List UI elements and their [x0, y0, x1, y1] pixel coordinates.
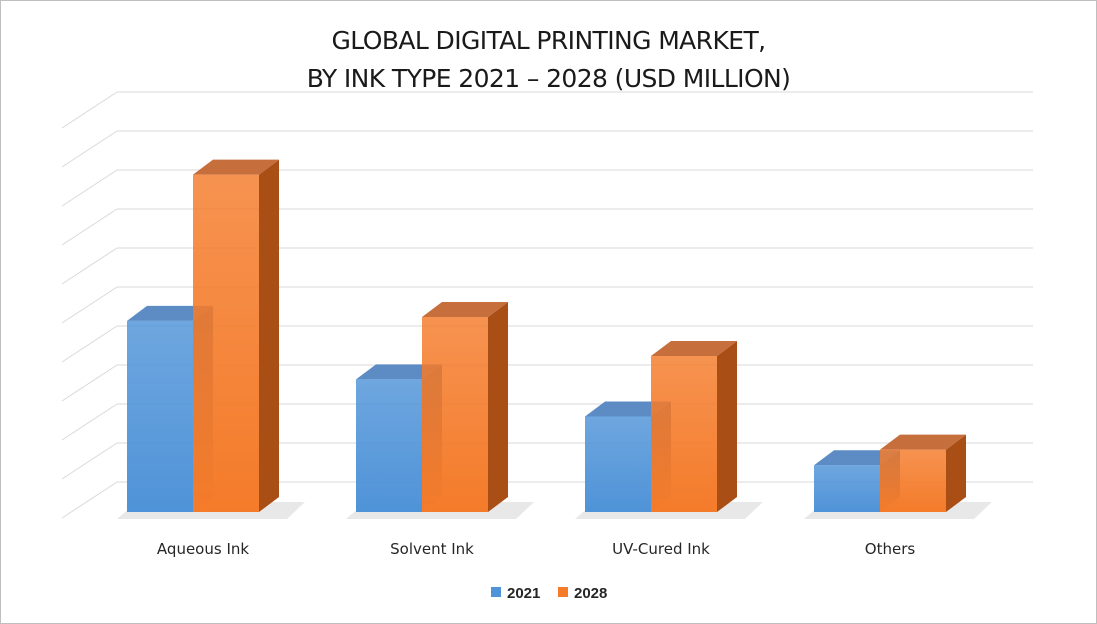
bar-2028: [651, 356, 717, 512]
legend-label-2028: 2028: [574, 585, 607, 602]
gridline-diagonal: [61, 325, 118, 363]
legend-label-2021: 2021: [507, 585, 540, 602]
gridline-diagonal: [61, 442, 118, 480]
bar-side-2028: [488, 302, 508, 512]
gridline-diagonal: [61, 286, 118, 324]
bar-side-2028: [946, 434, 966, 512]
bar-2021: [356, 379, 422, 512]
bar-top-2021: [127, 305, 213, 321]
category-label: Solvent Ink: [390, 540, 474, 558]
gridline-diagonal: [61, 208, 118, 246]
legend-swatch-2021: [491, 587, 501, 597]
bar-top-2028: [422, 302, 508, 317]
gridline-diagonal: [61, 481, 118, 519]
bars: [117, 159, 992, 519]
gridline-diagonal: [61, 130, 118, 168]
category-labels: Aqueous Ink Solvent Ink UV-Cured Ink Others: [157, 540, 915, 558]
bar-2028: [422, 317, 488, 512]
bar-side-2028: [717, 341, 737, 512]
gridline-diagonal: [61, 91, 118, 129]
gridline-diagonal: [61, 247, 118, 285]
category-label: Others: [865, 540, 916, 558]
legend: 2021 2028: [491, 585, 607, 602]
bar-2021: [127, 320, 193, 512]
gridline-diagonal: [61, 403, 118, 441]
bar-side-2028: [259, 159, 279, 512]
bar-top-2028: [880, 434, 966, 450]
bar-2028: [880, 449, 946, 512]
category-label: UV-Cured Ink: [612, 540, 710, 558]
bar-2021: [814, 465, 880, 512]
category-label: Aqueous Ink: [157, 540, 249, 558]
legend-swatch-2028: [558, 587, 568, 597]
bar-top-2021: [356, 364, 442, 380]
chart-title: GLOBAL DIGITAL PRINTING MARKET, BY INK T…: [0, 22, 1097, 98]
bar-top-2028: [193, 159, 279, 175]
bar-2021: [585, 416, 651, 512]
gridline-diagonal: [61, 169, 118, 207]
gridline-diagonal: [61, 364, 118, 402]
bar-top-2021: [814, 450, 900, 466]
chart-title-line-2: BY INK TYPE 2021 – 2028 (USD MILLION): [306, 64, 791, 93]
bar-top-2021: [585, 401, 671, 417]
chart-title-line-1: GLOBAL DIGITAL PRINTING MARKET,: [331, 26, 767, 55]
bar-2028: [193, 174, 259, 512]
bar-top-2028: [651, 341, 737, 356]
